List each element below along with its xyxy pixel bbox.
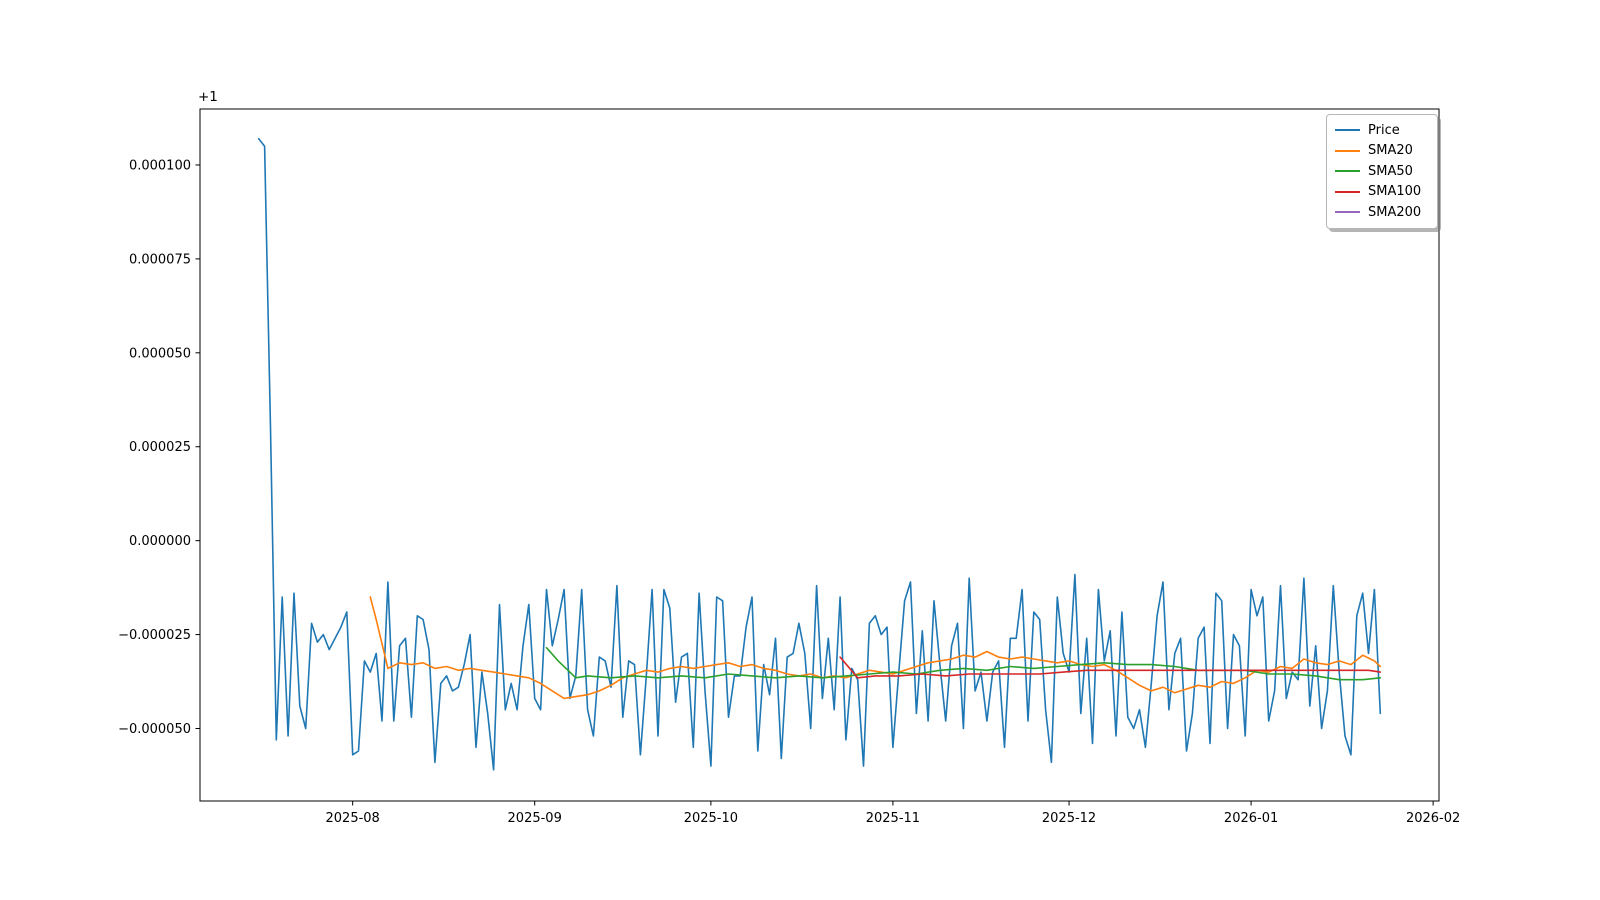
x-tick-label: 2025-08 bbox=[326, 811, 380, 826]
price-line bbox=[257, 137, 1382, 771]
legend-line-sample bbox=[1335, 129, 1360, 132]
sma100-line bbox=[839, 656, 1382, 679]
legend-label: SMA50 bbox=[1368, 163, 1413, 179]
x-tick-label: 2026-02 bbox=[1406, 811, 1460, 826]
legend: Price SMA20 SMA50 SMA100 SMA200 bbox=[1326, 114, 1438, 229]
y-tick-label: 0.000075 bbox=[129, 252, 191, 267]
axes-spines bbox=[199, 108, 1440, 802]
legend-item-sma200: SMA200 bbox=[1335, 202, 1429, 223]
y-tick-label: −0.000050 bbox=[118, 722, 191, 737]
sma20-line bbox=[369, 596, 1382, 700]
y-tick-label: −0.000025 bbox=[118, 628, 191, 643]
x-axis-ticks: 2025-08 2025-09 2025-10 2025-11 2025-12 2026-… bbox=[326, 801, 1460, 826]
x-tick-label: 2025-12 bbox=[1042, 811, 1096, 826]
legend-item-sma100: SMA100 bbox=[1335, 182, 1429, 203]
legend-label: SMA20 bbox=[1368, 143, 1413, 159]
y-tick-label: 0.000050 bbox=[129, 346, 191, 361]
series-lines bbox=[257, 137, 1382, 771]
y-axis-ticks: 0.000100 0.000075 0.000050 0.000025 0.000000… bbox=[118, 158, 200, 737]
legend-item-sma20: SMA20 bbox=[1335, 141, 1429, 162]
y-tick-label: 0.000025 bbox=[129, 440, 191, 455]
x-tick-label: 2026-01 bbox=[1224, 811, 1278, 826]
legend-line-sample bbox=[1335, 149, 1360, 152]
legend-item-sma50: SMA50 bbox=[1335, 161, 1429, 182]
legend-line-sample bbox=[1335, 211, 1360, 214]
x-tick-label: 2025-11 bbox=[866, 811, 920, 826]
legend-label: Price bbox=[1368, 122, 1400, 138]
legend-label: SMA200 bbox=[1368, 204, 1422, 220]
legend-line-sample bbox=[1335, 190, 1360, 193]
legend-line-sample bbox=[1335, 170, 1360, 173]
y-tick-label: 0.000000 bbox=[129, 534, 191, 549]
legend-item-price: Price bbox=[1335, 120, 1429, 141]
y-tick-label: 0.000100 bbox=[129, 158, 191, 173]
x-tick-label: 2025-10 bbox=[684, 811, 738, 826]
y-axis-offset-label: +1 bbox=[198, 89, 218, 105]
legend-label: SMA100 bbox=[1368, 184, 1422, 200]
x-tick-label: 2025-09 bbox=[508, 811, 562, 826]
